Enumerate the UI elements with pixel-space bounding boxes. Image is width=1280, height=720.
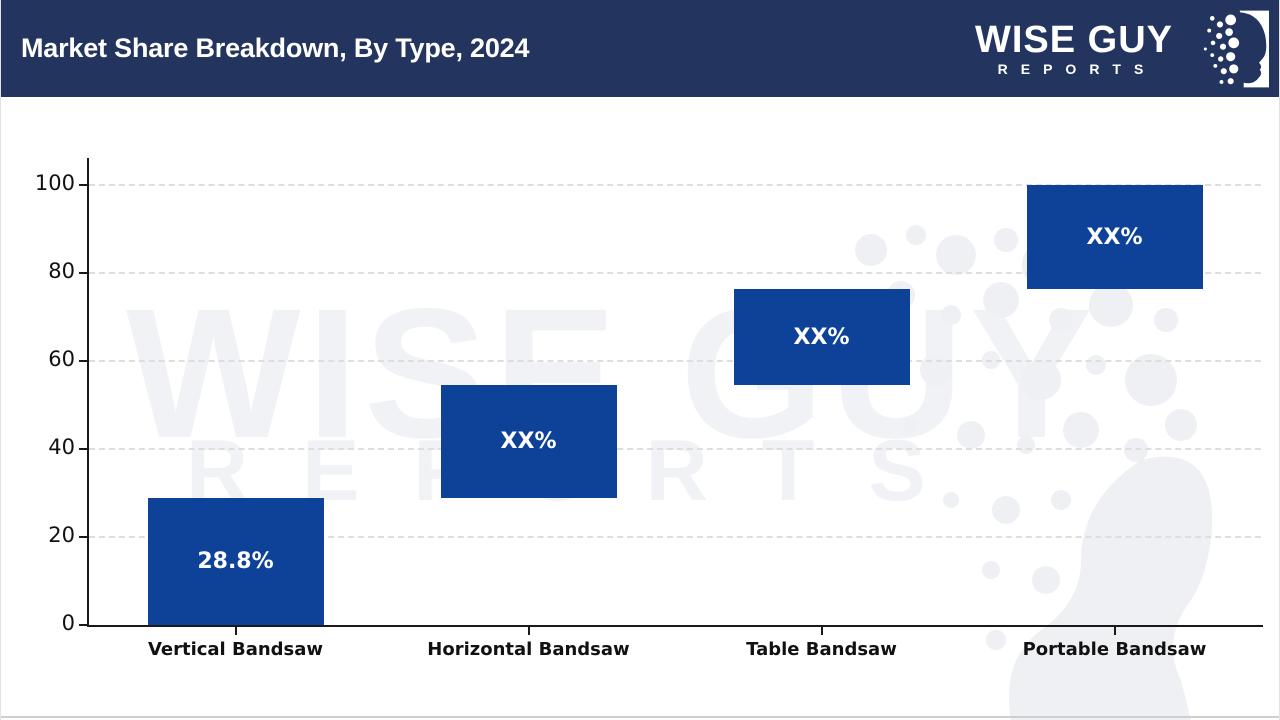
bar-value-label: 28.8% (197, 549, 274, 575)
bottom-border-line (1, 716, 1279, 718)
y-tick-100 (79, 184, 87, 186)
logo-wordmark: WISE GUY (974, 19, 1173, 61)
bar-vertical-bandsaw: 28.8% (147, 498, 324, 625)
x-label-vertical-bandsaw: Vertical Bandsaw (147, 639, 324, 660)
wise-guy-reports-logo: WISE GUY REPORTS (975, 5, 1269, 93)
page-title: Market Share Breakdown, By Type, 2024 (21, 33, 530, 63)
logo-subtext: REPORTS (997, 61, 1157, 77)
x-tick-horizontal-bandsaw (527, 627, 530, 635)
x-tick-portable-bandsaw (1113, 627, 1116, 635)
y-tick-80 (79, 272, 87, 274)
y-tick-label-80: 80 (48, 259, 75, 283)
y-tick-label-40: 40 (48, 435, 75, 459)
x-tick-vertical-bandsaw (234, 627, 237, 635)
x-label-horizontal-bandsaw: Horizontal Bandsaw (427, 639, 630, 660)
y-tick-label-20: 20 (48, 523, 75, 547)
gridline-100 (89, 184, 1261, 186)
gridline-60 (89, 360, 1261, 362)
bar-horizontal-bandsaw: XX% (440, 385, 617, 499)
y-tick-label-100: 100 (34, 171, 75, 195)
gridline-20 (89, 536, 1261, 538)
y-tick-60 (79, 360, 87, 362)
y-tick-label-60: 60 (48, 347, 75, 371)
y-tick-label-0: 0 (61, 611, 75, 635)
y-tick-0 (79, 624, 87, 626)
gridline-80 (89, 272, 1261, 274)
header-bar: Market Share Breakdown, By Type, 2024 WI… (1, 0, 1279, 97)
x-label-portable-bandsaw: Portable Bandsaw (1022, 639, 1207, 660)
logo-text: WISE GUY REPORTS (975, 21, 1173, 76)
gridline-40 (89, 448, 1261, 450)
x-tick-table-bandsaw (820, 627, 823, 635)
x-axis-line (87, 625, 1263, 627)
y-tick-40 (79, 448, 87, 450)
y-tick-20 (79, 536, 87, 538)
bar-portable-bandsaw: XX% (1026, 185, 1203, 290)
bar-table-bandsaw: XX% (733, 289, 910, 386)
x-label-table-bandsaw: Table Bandsaw (746, 639, 897, 660)
logo-face-icon (1203, 10, 1269, 87)
bar-value-label: XX% (793, 324, 850, 350)
y-axis-line (87, 158, 89, 627)
bar-value-label: XX% (500, 429, 557, 455)
bar-value-label: XX% (1086, 224, 1143, 250)
